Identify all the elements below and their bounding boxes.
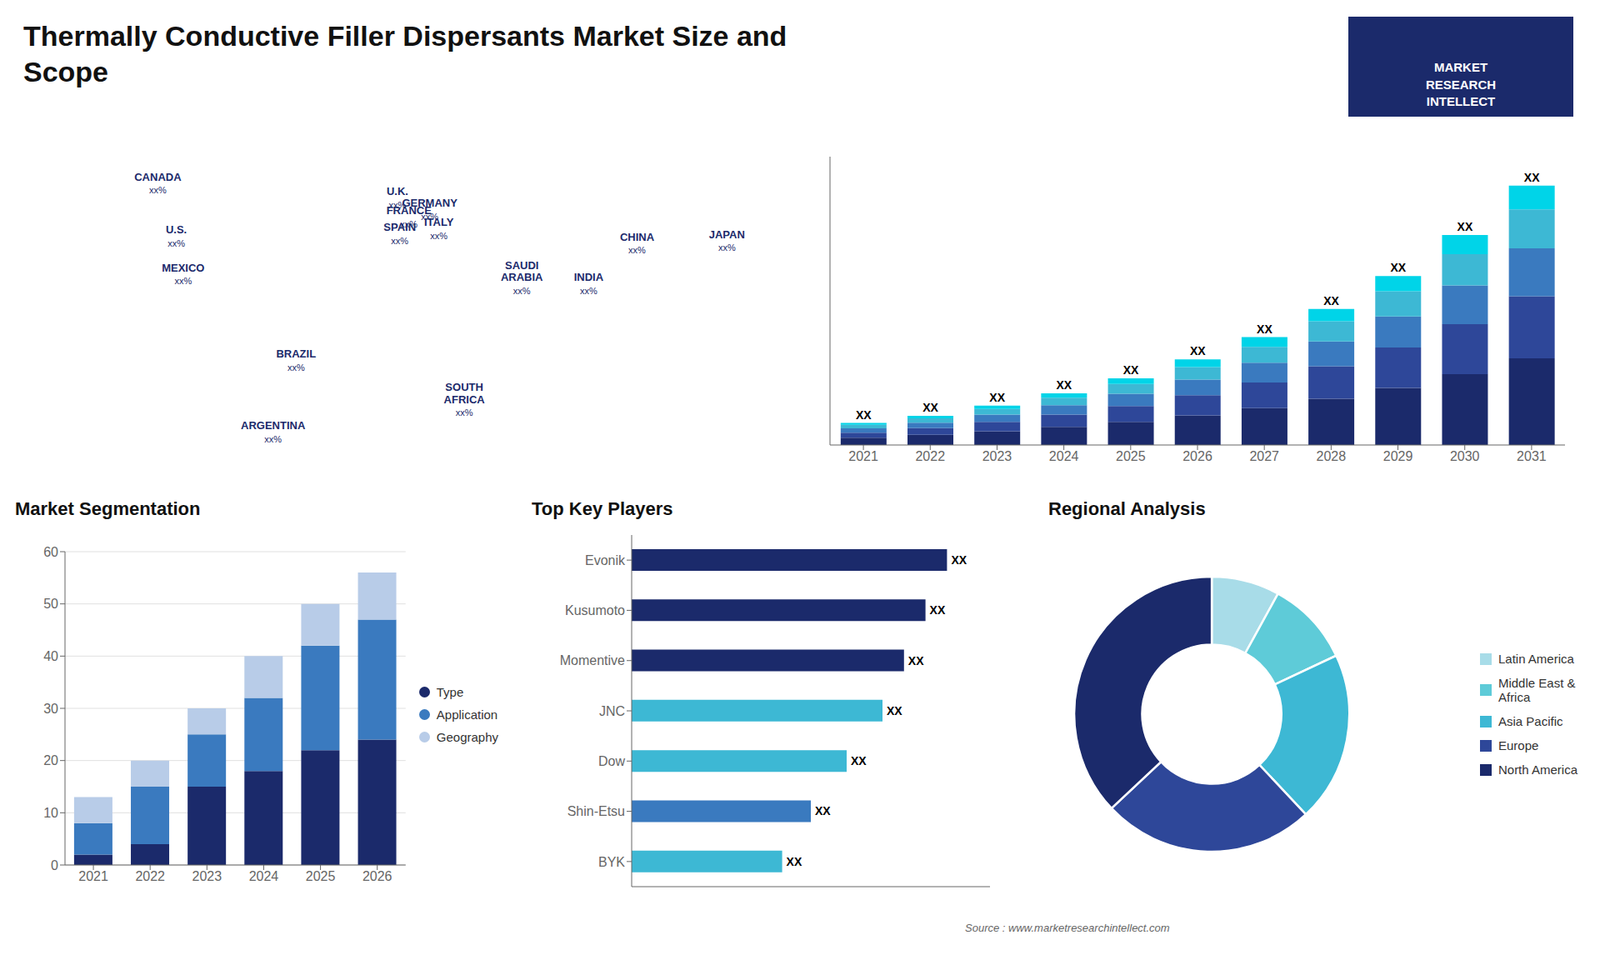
svg-text:XX: XX — [1123, 363, 1140, 377]
svg-text:BYK: BYK — [598, 855, 625, 870]
svg-text:2022: 2022 — [135, 869, 165, 884]
svg-text:SOUTHAFRICA: SOUTHAFRICA — [444, 380, 486, 405]
svg-text:xx%: xx% — [430, 230, 448, 241]
svg-text:XX: XX — [989, 390, 1005, 405]
html-text:MARKET RESEARCH INTELLECT: MARKET RESEARCH INTELLECT — [1425, 60, 1496, 109]
svg-text:Shin-Etsu: Shin-Etsu — [567, 804, 625, 819]
svg-text:XX: XX — [908, 654, 925, 668]
svg-text:2026: 2026 — [362, 869, 393, 884]
svg-text:SAUDIARABIA: SAUDIARABIA — [500, 259, 544, 284]
svg-text:xx%: xx% — [390, 235, 409, 246]
svg-text:JAPAN: JAPAN — [709, 228, 745, 241]
svg-text:XX: XX — [1524, 170, 1540, 185]
svg-text:Kusumoto: Kusumoto — [565, 603, 625, 618]
svg-text:2028: 2028 — [1316, 449, 1347, 464]
svg-text:2023: 2023 — [982, 449, 1013, 464]
svg-text:U.K.: U.K. — [386, 185, 409, 198]
svg-text:0: 0 — [50, 858, 59, 873]
svg-text:xx%: xx% — [718, 242, 736, 253]
svg-text:XX: XX — [922, 400, 939, 415]
svg-text:60: 60 — [43, 545, 59, 560]
svg-text:2026: 2026 — [1182, 449, 1213, 464]
html-text:Europe: Europe — [1498, 738, 1539, 753]
svg-text:CHINA: CHINA — [620, 230, 655, 244]
svg-text:xx%: xx% — [167, 238, 185, 249]
svg-text:GERMANY: GERMANY — [401, 196, 458, 210]
html-text:Asia Pacific: Asia Pacific — [1498, 714, 1563, 729]
svg-text:xx%: xx% — [287, 362, 305, 373]
svg-text:U.S.: U.S. — [165, 223, 187, 236]
svg-text:XX: XX — [1323, 294, 1340, 308]
svg-text:ITALY: ITALY — [424, 215, 455, 229]
svg-text:XX: XX — [850, 754, 867, 768]
svg-text:XX: XX — [815, 804, 831, 818]
svg-text:2024: 2024 — [249, 869, 280, 884]
svg-text:2022: 2022 — [915, 449, 945, 464]
html-text:Top Key Players: Top Key Players — [531, 498, 673, 520]
svg-text:ARGENTINA: ARGENTINA — [240, 419, 306, 432]
svg-text:2021: 2021 — [848, 449, 879, 464]
svg-text:xx%: xx% — [580, 285, 598, 296]
svg-text:Evonik: Evonik — [585, 553, 626, 568]
svg-text:2031: 2031 — [1516, 449, 1547, 464]
svg-text:xx%: xx% — [455, 407, 474, 418]
svg-text:40: 40 — [43, 649, 59, 664]
svg-text:Momentive: Momentive — [560, 653, 625, 668]
svg-text:xx%: xx% — [513, 285, 531, 296]
html-text:Source : www.marketresearchint: Source : www.marketresearchintellect.com — [965, 921, 1170, 935]
svg-text:2025: 2025 — [1115, 449, 1146, 464]
svg-text:2027: 2027 — [1249, 449, 1280, 464]
svg-text:CANADA: CANADA — [134, 170, 182, 184]
svg-text:2025: 2025 — [305, 869, 336, 884]
svg-text:xx%: xx% — [174, 275, 192, 286]
svg-text:XX: XX — [930, 603, 946, 617]
svg-text:FRANCE: FRANCE — [386, 204, 432, 217]
html-text:Thermally Conductive Filler Di: Thermally Conductive Filler Dispersants … — [23, 20, 787, 88]
svg-text:XX: XX — [786, 855, 803, 869]
svg-text:30: 30 — [43, 701, 59, 716]
svg-text:2024: 2024 — [1049, 449, 1080, 464]
svg-text:xx%: xx% — [149, 185, 167, 195]
svg-text:2030: 2030 — [1450, 449, 1480, 464]
svg-text:XX: XX — [1190, 344, 1206, 358]
svg-text:xx%: xx% — [264, 434, 282, 445]
svg-text:JNC: JNC — [599, 704, 625, 719]
html-text:Regional Analysis: Regional Analysis — [1048, 498, 1206, 520]
svg-text:XX: XX — [1390, 260, 1406, 275]
svg-text:50: 50 — [43, 596, 59, 611]
svg-text:INDIA: INDIA — [574, 270, 605, 284]
svg-text:2021: 2021 — [78, 869, 109, 884]
html-text:Geography: Geography — [436, 729, 499, 744]
svg-text:XX: XX — [1457, 220, 1474, 234]
svg-text:2029: 2029 — [1383, 449, 1414, 464]
html-text:Application: Application — [436, 707, 498, 722]
html-text:North America: North America — [1498, 762, 1578, 777]
html-text:Type: Type — [436, 684, 464, 699]
svg-text:xx%: xx% — [628, 245, 646, 255]
html-text:Latin America: Latin America — [1498, 651, 1574, 666]
svg-text:XX: XX — [1056, 378, 1073, 392]
svg-text:SPAIN: SPAIN — [383, 220, 416, 234]
svg-text:XX: XX — [1256, 322, 1273, 336]
svg-text:2023: 2023 — [192, 869, 223, 884]
svg-text:10: 10 — [43, 805, 59, 820]
svg-text:MEXICO: MEXICO — [161, 261, 205, 275]
svg-text:20: 20 — [43, 753, 59, 768]
svg-text:BRAZIL: BRAZIL — [275, 347, 316, 360]
svg-text:XX: XX — [886, 704, 903, 718]
svg-text:XX: XX — [950, 553, 967, 567]
html-text:Market Segmentation: Market Segmentation — [15, 498, 201, 520]
svg-text:Dow: Dow — [598, 754, 625, 769]
html-text:Middle East & Africa: Middle East & Africa — [1498, 675, 1576, 705]
svg-text:XX: XX — [855, 408, 872, 422]
